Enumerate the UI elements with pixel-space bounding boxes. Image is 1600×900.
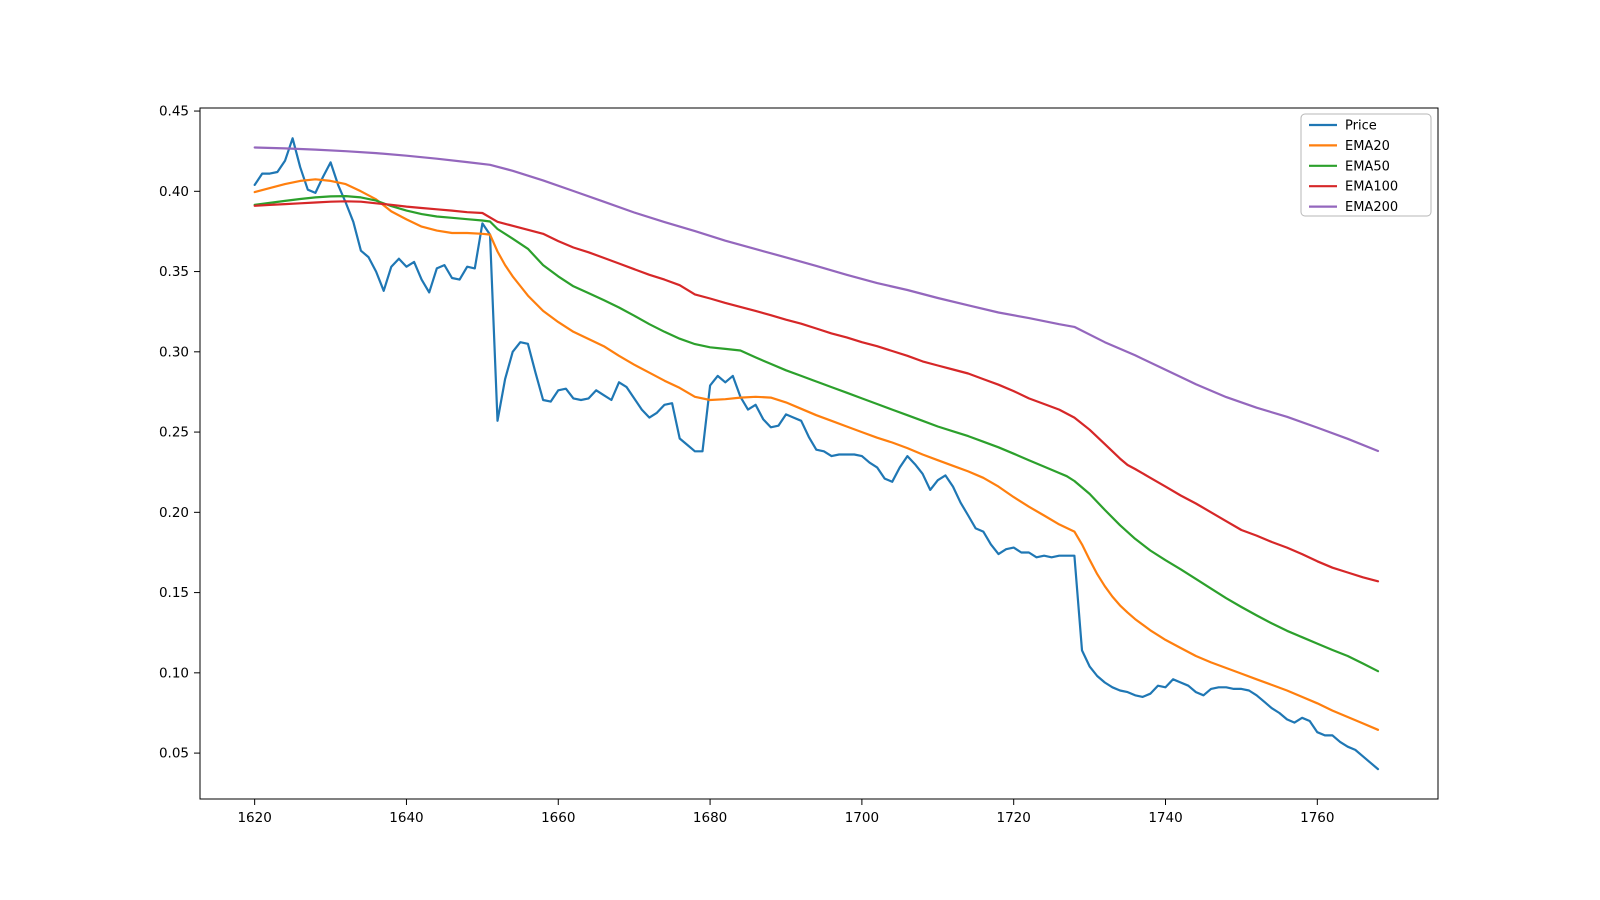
legend-item-ema100: EMA100	[1309, 180, 1398, 195]
series-line-ema100	[253, 200, 1380, 583]
legend: Price EMA20 EMA50 EMA100 EMA200	[1300, 113, 1432, 217]
x-axis-tick-label: 1700	[845, 810, 879, 826]
y-axis-tick-label: 0.05	[159, 746, 189, 762]
series-line-price	[253, 137, 1380, 771]
legend-label-ema20: EMA20	[1345, 139, 1390, 154]
x-axis-tick-label: 1760	[1300, 810, 1334, 826]
x-axis-tick-label: 1620	[237, 810, 271, 826]
legend-label-price: Price	[1345, 119, 1377, 134]
x-axis-tick-label: 1680	[693, 810, 727, 826]
legend-item-ema200: EMA200	[1309, 200, 1398, 215]
y-axis-tick-label: 0.30	[159, 344, 189, 360]
legend-label-ema100: EMA100	[1345, 180, 1398, 195]
x-axis-tick-label: 1660	[541, 810, 575, 826]
x-axis-tick-label: 1720	[997, 810, 1031, 826]
legend-item-ema20: EMA20	[1309, 139, 1390, 154]
legend-box	[1300, 113, 1432, 217]
plot-frame	[199, 107, 1439, 800]
series-line-ema20	[253, 178, 1380, 731]
y-axis-tick-label: 0.10	[159, 665, 189, 681]
y-axis-tick-label: 0.15	[159, 585, 189, 601]
series-line-ema50	[253, 195, 1380, 673]
x-axis-tick-label: 1640	[389, 810, 423, 826]
y-axis-tick-label: 0.35	[159, 264, 189, 280]
y-axis-tick-label: 0.25	[159, 425, 189, 441]
x-axis-tick-label: 1740	[1148, 810, 1182, 826]
legend-item-ema50: EMA50	[1309, 159, 1390, 174]
y-axis-tick-label: 0.20	[159, 505, 189, 521]
legend-label-ema50: EMA50	[1345, 159, 1390, 174]
legend-label-ema200: EMA200	[1345, 200, 1398, 215]
series-line-ema200	[253, 146, 1380, 453]
y-axis-tick-label: 0.40	[159, 184, 189, 200]
y-axis-tick-label: 0.45	[159, 104, 189, 120]
legend-item-price: Price	[1309, 119, 1377, 134]
